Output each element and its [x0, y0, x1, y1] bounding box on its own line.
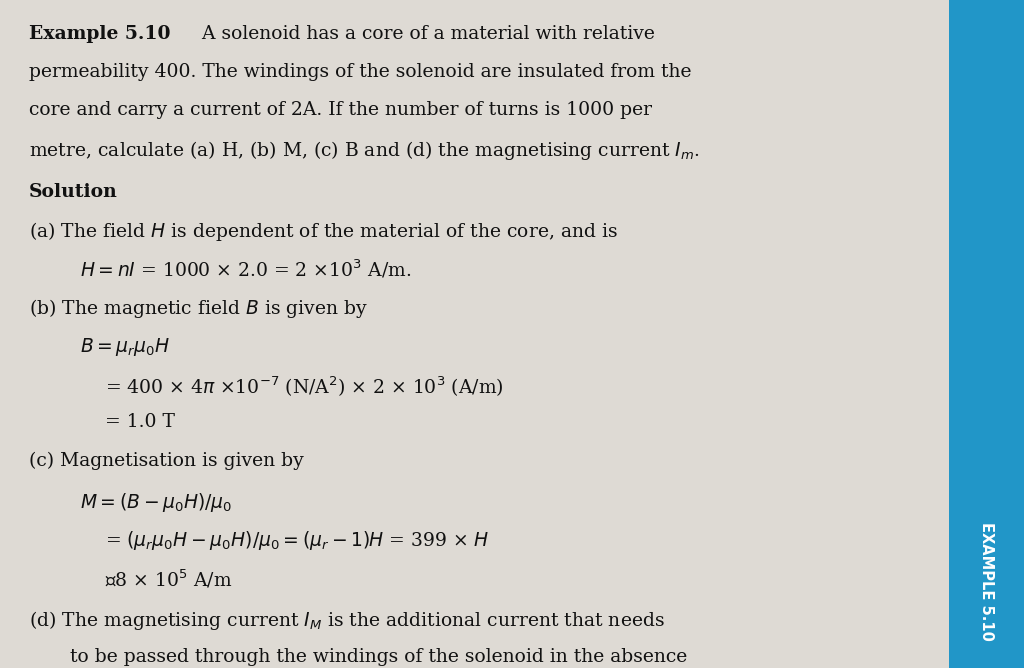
Text: (a) The field $H$ is dependent of the material of the core, and is: (a) The field $H$ is dependent of the ma… — [29, 220, 617, 242]
Text: EXAMPLE 5.10: EXAMPLE 5.10 — [979, 522, 994, 641]
Text: permeability 400. The windings of the solenoid are insulated from the: permeability 400. The windings of the so… — [29, 63, 691, 81]
Text: (b) The magnetic field $B$ is given by: (b) The magnetic field $B$ is given by — [29, 297, 368, 320]
Text: $H = nI$ = 1000 × 2.0 = 2 ×10$^3$ A/m.: $H = nI$ = 1000 × 2.0 = 2 ×10$^3$ A/m. — [80, 259, 411, 281]
Text: (c) Magnetisation is given by: (c) Magnetisation is given by — [29, 452, 303, 470]
Text: core and carry a current of 2A. If the number of turns is 1000 per: core and carry a current of 2A. If the n… — [29, 101, 651, 119]
Bar — [949, 0, 1024, 668]
Text: $M = (B- \mu_0 H)/\mu_0$: $M = (B- \mu_0 H)/\mu_0$ — [80, 491, 232, 514]
Text: = 400 × 4$\pi$ ×10$^{-7}$ (N/A$^2$) × 2 × 10$^3$ (A/m): = 400 × 4$\pi$ ×10$^{-7}$ (N/A$^2$) × 2 … — [105, 375, 504, 399]
Text: $B = \mu_r\mu_0 H$: $B = \mu_r\mu_0 H$ — [80, 336, 170, 358]
Text: = 1.0 T: = 1.0 T — [105, 413, 175, 432]
Text: Solution: Solution — [29, 183, 118, 200]
Text: ≅8 × 10$^5$ A/m: ≅8 × 10$^5$ A/m — [105, 568, 232, 591]
Text: to be passed through the windings of the solenoid in the absence: to be passed through the windings of the… — [70, 648, 687, 666]
Text: metre, calculate (a) H, (b) M, (c) B and (d) the magnetising current $I_m$.: metre, calculate (a) H, (b) M, (c) B and… — [29, 139, 699, 162]
Text: A solenoid has a core of a material with relative: A solenoid has a core of a material with… — [196, 25, 654, 43]
Text: (d) The magnetising current $I_M$ is the additional current that needs: (d) The magnetising current $I_M$ is the… — [29, 609, 665, 632]
Text: = $(\mu_r\mu_0 H-\mu_0 H)/\mu_0 = (\mu_r - 1)H$ = 399 × $H$: = $(\mu_r\mu_0 H-\mu_0 H)/\mu_0 = (\mu_r… — [105, 530, 489, 552]
Text: Example 5.10: Example 5.10 — [29, 25, 170, 43]
